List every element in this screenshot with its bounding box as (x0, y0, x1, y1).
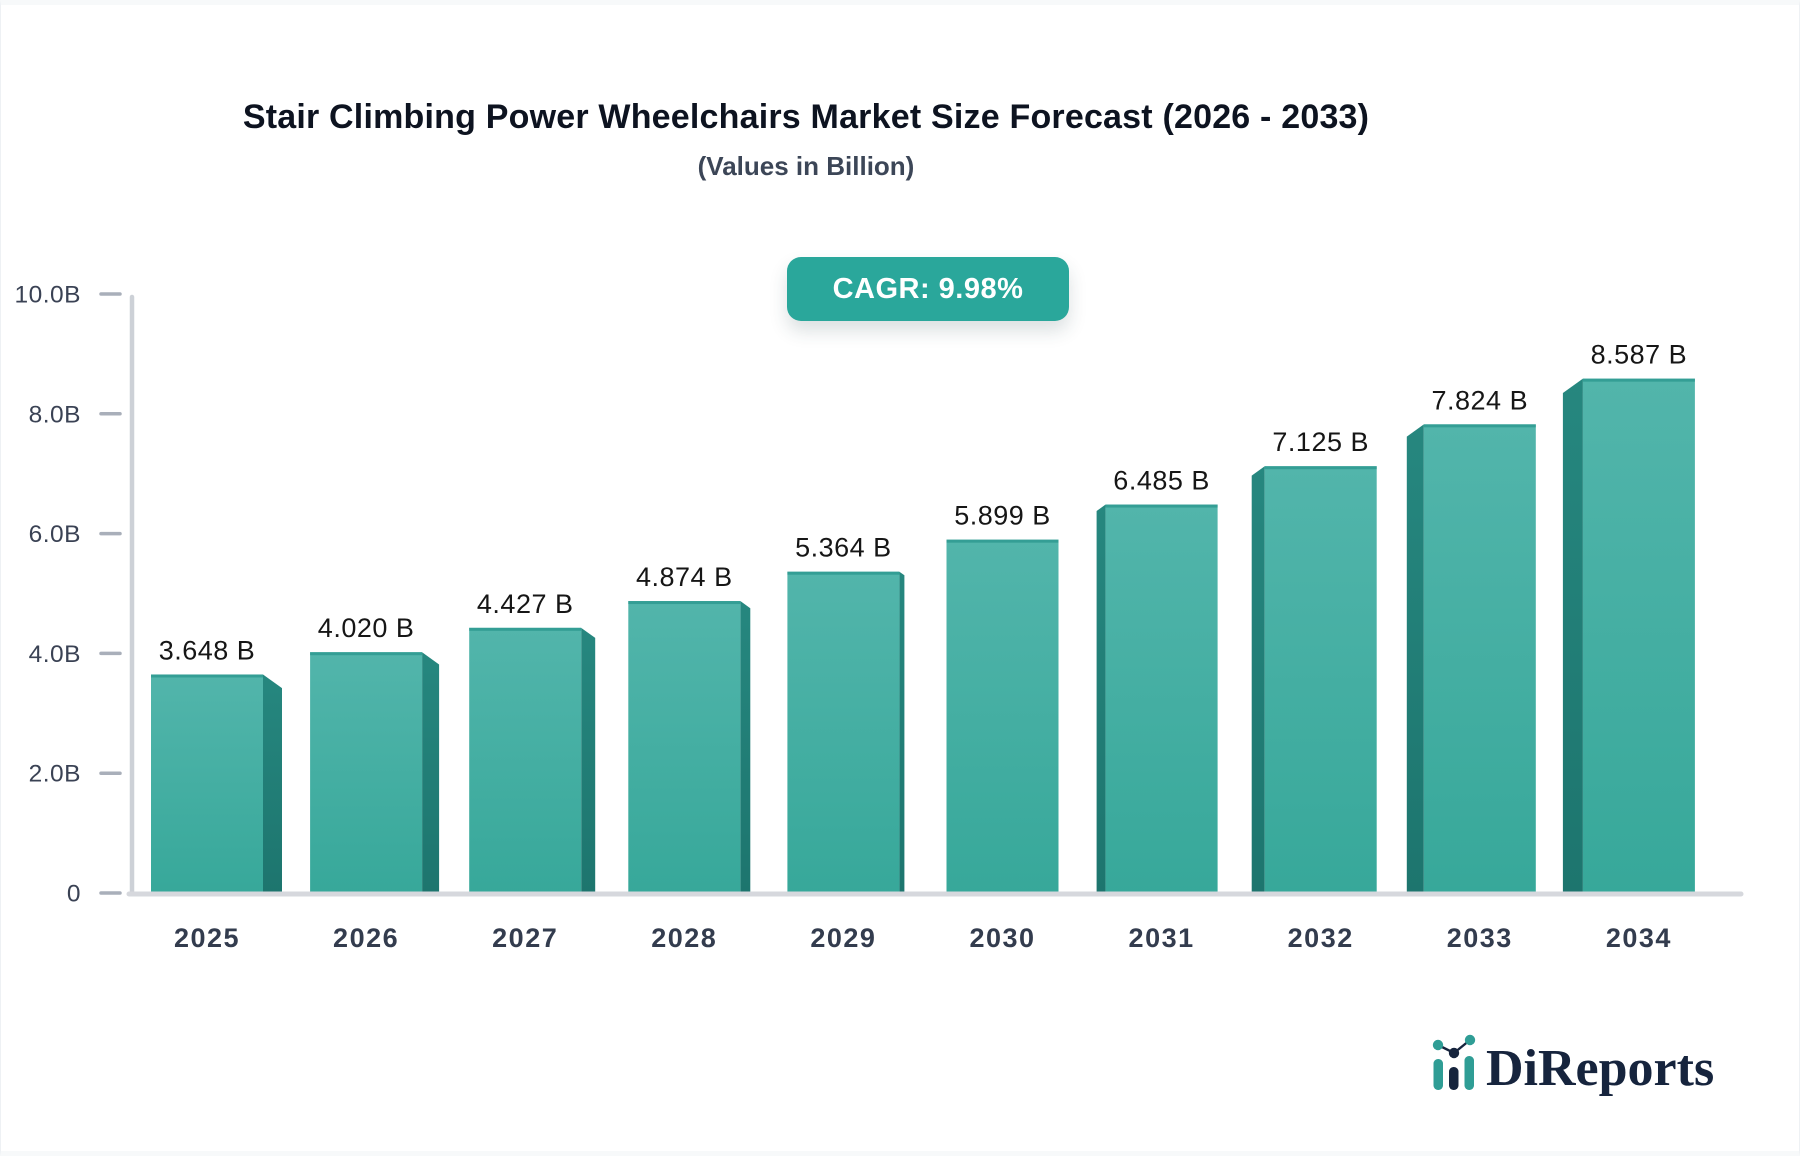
x-axis-label: 2029 (810, 923, 876, 953)
brand-name: DiReports (1486, 1040, 1715, 1098)
bar-2030 (946, 539, 1059, 893)
bar-top-edge (787, 571, 900, 575)
bar-2026 (310, 652, 423, 893)
bar-value-label: 3.648 B (159, 635, 256, 665)
y-axis-label: 4.0B (29, 641, 81, 668)
y-axis-label: 6.0B (29, 521, 81, 548)
bar-top-edge (1105, 504, 1218, 508)
x-axis-label: 2034 (1606, 923, 1672, 953)
bar-value-label: 4.020 B (318, 613, 415, 643)
bar-value-label: 7.824 B (1432, 385, 1529, 415)
y-axis-label: 8.0B (29, 401, 81, 428)
x-axis-label: 2032 (1288, 923, 1354, 953)
bar-chart-logo-icon (1432, 1034, 1476, 1090)
bar-top-edge (1423, 424, 1536, 428)
bar-2025 (151, 674, 263, 893)
bar-value-label: 4.874 B (636, 562, 733, 592)
y-axis-label: 2.0B (29, 761, 81, 788)
bar-side-2034 (1562, 378, 1583, 894)
x-axis-label: 2028 (651, 923, 717, 953)
x-axis-label: 2025 (174, 923, 240, 953)
y-axis-label: 0 (67, 881, 81, 908)
bar-side-2025 (263, 674, 282, 893)
bar-2027 (469, 627, 582, 893)
y-axis-label: 10.0B (14, 282, 81, 309)
logo-bar-right (1464, 1056, 1474, 1090)
x-axis-label: 2031 (1129, 923, 1195, 953)
bar-2034 (1582, 378, 1695, 894)
bar-side-2029 (899, 571, 905, 893)
bar-2029 (787, 571, 900, 893)
bar-side-2032 (1251, 466, 1265, 893)
bar-side-2033 (1406, 424, 1424, 893)
bar-value-label: 6.485 B (1113, 466, 1210, 496)
bar-2033 (1423, 424, 1536, 893)
x-axis-label: 2033 (1447, 923, 1513, 953)
bar-value-label: 5.364 B (795, 533, 892, 563)
direports-logo: DiReports (1431, 1031, 1715, 1098)
x-axis-label: 2026 (333, 923, 399, 953)
bar-2032 (1264, 466, 1377, 893)
page-title: Stair Climbing Power Wheelchairs Market … (242, 98, 1370, 136)
bar-2028 (628, 601, 741, 893)
bar-side-2028 (740, 601, 751, 893)
bar-2031 (1105, 504, 1218, 893)
cagr-badge: CAGR: 9.98% (787, 257, 1069, 321)
chart-subtitle: (Values in Billion) (697, 151, 915, 181)
bar-side-2027 (581, 627, 596, 893)
x-axis-label: 2027 (492, 923, 558, 953)
x-axis-label: 2030 (969, 923, 1035, 953)
logo-dot-left (1432, 1039, 1444, 1051)
bar-value-label: 4.427 B (477, 589, 574, 619)
cagr-badge-label: CAGR: 9.98% (832, 272, 1024, 305)
bar-value-label: 8.587 B (1591, 340, 1688, 370)
bar-top-edge (628, 601, 741, 605)
bar-top-edge (151, 674, 263, 678)
bar-side-2031 (1096, 504, 1106, 893)
market-size-bar-chart: 10.0B 8.0B 6.0B 4.0B 2.0B 0 3.648 B 2025 4.020 B… (14, 282, 1744, 953)
logo-bar-middle (1449, 1067, 1459, 1090)
logo-dot-right (1464, 1034, 1476, 1046)
bar-side-2026 (422, 652, 440, 893)
bar-top-edge (469, 627, 582, 631)
bar-top-edge (946, 539, 1059, 543)
logo-dot-middle (1448, 1047, 1460, 1059)
bar-value-label: 7.125 B (1272, 427, 1369, 457)
bar-value-label: 5.899 B (954, 501, 1051, 531)
bar-top-edge (310, 652, 423, 656)
bar-top-edge (1264, 466, 1377, 470)
bar-top-edge (1582, 378, 1695, 382)
logo-bar-left (1433, 1059, 1443, 1090)
